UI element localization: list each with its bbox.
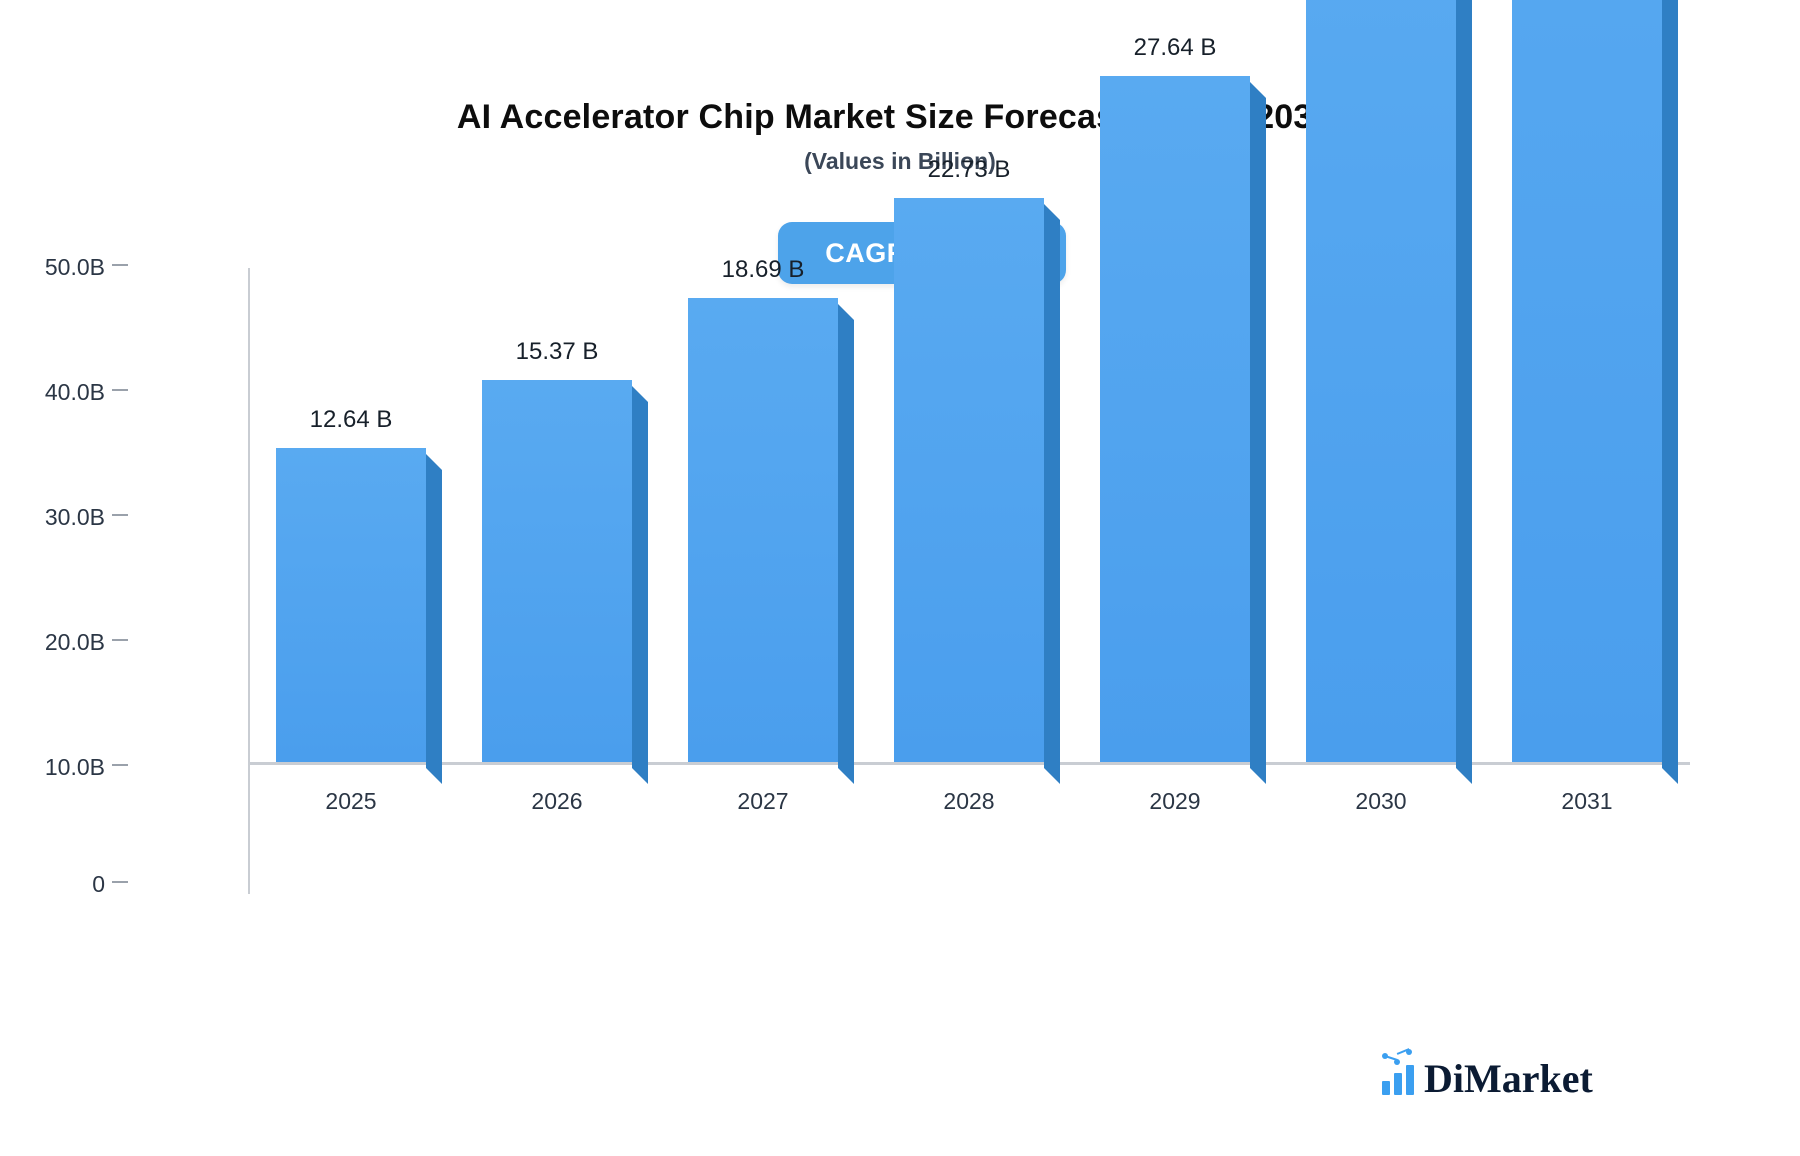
dimarket-logo: DiMarket (1382, 1055, 1593, 1102)
bar-2028-side (1044, 204, 1060, 784)
x-label-2028: 2028 (866, 788, 1072, 815)
bar-2025[interactable]: 12.64 B (276, 448, 426, 762)
x-label-2025: 2025 (248, 788, 454, 815)
bar-2030-face[interactable]: 33.61 B (1306, 0, 1456, 762)
bar-2029-value: 27.64 B (1134, 34, 1217, 62)
bars-wrap: 12.64 B 15.37 B 18.69 B (248, 267, 1690, 762)
bar-2027-face[interactable]: 18.69 B (688, 298, 838, 762)
bar-2031-side (1662, 0, 1678, 784)
x-label-2026: 2026 (454, 788, 660, 815)
bar-slot-3: 22.73 B (866, 267, 1072, 762)
x-axis-baseline (248, 762, 1690, 765)
bar-2031[interactable]: 40.87 B (1512, 0, 1662, 762)
x-axis-labels: 2025 2026 2027 2028 2029 2030 2031 (248, 788, 1690, 815)
bar-2028-face[interactable]: 22.73 B (894, 198, 1044, 762)
bar-slot-4: 27.64 B (1072, 267, 1278, 762)
x-label-2030: 2030 (1278, 788, 1484, 815)
bar-2025-face[interactable]: 12.64 B (276, 448, 426, 762)
bar-2026[interactable]: 15.37 B (482, 380, 632, 762)
bar-slot-2: 18.69 B (660, 267, 866, 762)
bar-2029[interactable]: 27.64 B (1100, 76, 1250, 762)
bar-2029-face[interactable]: 27.64 B (1100, 76, 1250, 762)
bar-2030[interactable]: 33.61 B (1306, 0, 1456, 762)
bar-2030-side (1456, 0, 1472, 784)
chart-container: AI Accelerator Chip Market Size Forecast… (0, 0, 1800, 1156)
logo-bars-icon (1382, 1063, 1414, 1095)
bar-2029-side (1250, 82, 1266, 784)
bar-2026-face[interactable]: 15.37 B (482, 380, 632, 762)
bar-2028[interactable]: 22.73 B (894, 198, 1044, 762)
plot-area: 50.0B 40.0B 30.0B 20.0B 10.0B 0 (130, 268, 1690, 893)
bar-2026-side (632, 386, 648, 784)
bar-slot-6: 40.87 B (1484, 267, 1690, 762)
bar-2026-value: 15.37 B (516, 338, 599, 366)
bar-2025-side (426, 454, 442, 784)
bar-2027-value: 18.69 B (722, 256, 805, 284)
bar-slot-0: 12.64 B (248, 267, 454, 762)
bar-2028-value: 22.73 B (928, 156, 1011, 184)
x-label-2031: 2031 (1484, 788, 1690, 815)
dimarket-logo-text: DiMarket (1424, 1055, 1593, 1102)
bar-2031-face[interactable]: 40.87 B (1512, 0, 1662, 762)
bar-slot-1: 15.37 B (454, 267, 660, 762)
bar-2027-side (838, 304, 854, 784)
bar-2027[interactable]: 18.69 B (688, 298, 838, 762)
bar-slot-5: 33.61 B (1278, 267, 1484, 762)
x-label-2029: 2029 (1072, 788, 1278, 815)
bar-2025-value: 12.64 B (310, 406, 393, 434)
x-label-2027: 2027 (660, 788, 866, 815)
